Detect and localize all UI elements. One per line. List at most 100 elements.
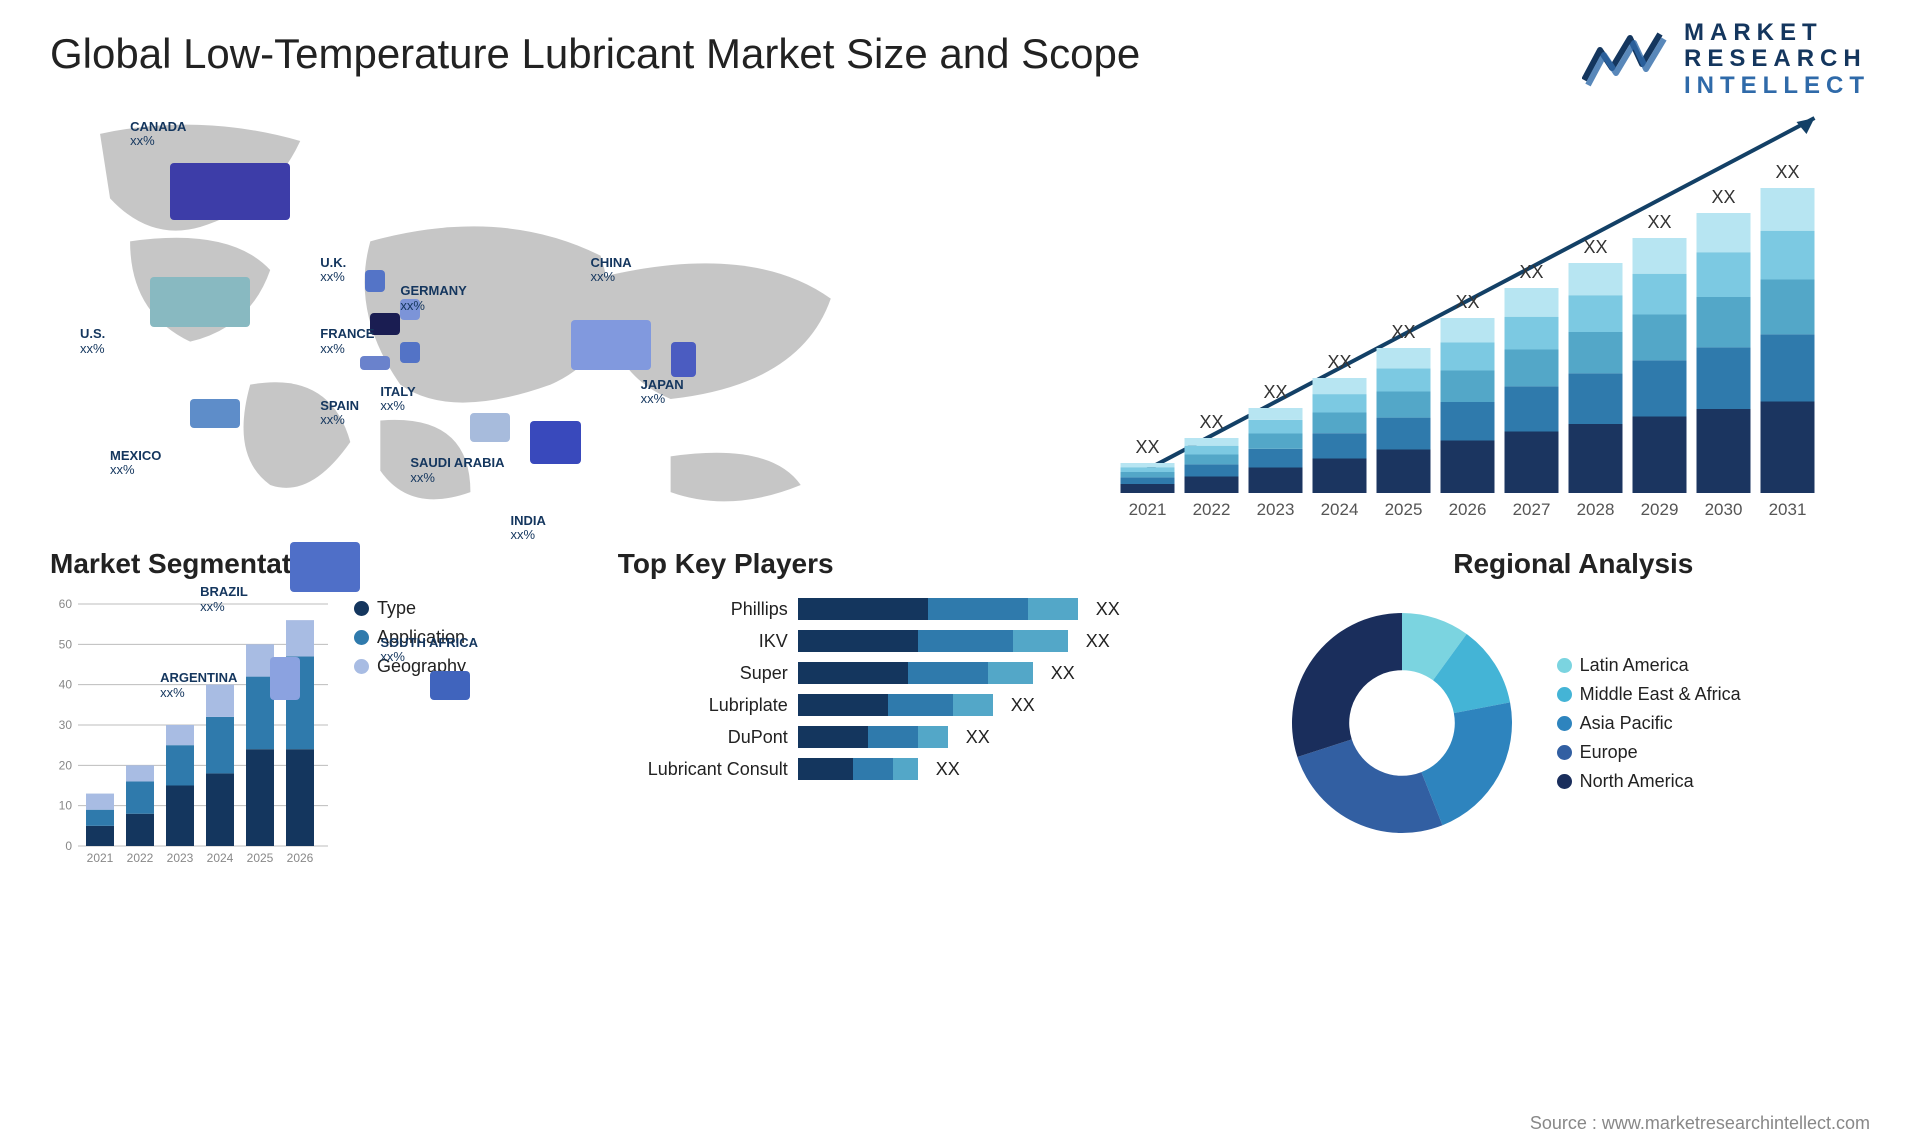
regional-title: Regional Analysis <box>1277 548 1870 580</box>
regional-legend-item: Europe <box>1557 742 1741 763</box>
keyplayer-label: DuPont <box>618 727 788 748</box>
map-label-china: CHINAxx% <box>591 256 632 285</box>
segmentation-bar-segment <box>126 781 154 813</box>
keyplayer-segment <box>953 694 993 716</box>
segmentation-bar-segment <box>166 725 194 745</box>
growth-bar-value: XX <box>1775 162 1799 182</box>
growth-bar-segment <box>1121 463 1175 467</box>
growth-bar-segment <box>1441 441 1495 494</box>
map-country-argentina <box>270 657 300 700</box>
keyplayer-bar <box>798 758 918 780</box>
keyplayer-segment <box>1028 598 1078 620</box>
map-country-u-s- <box>150 277 250 327</box>
segmentation-panel: Market Segmentation 01020304050602021202… <box>50 548 578 918</box>
segmentation-bar-segment <box>206 773 234 846</box>
growth-bar-segment <box>1633 274 1687 315</box>
growth-bar-value: XX <box>1263 382 1287 402</box>
growth-bar-segment <box>1505 317 1559 350</box>
regional-panel: Regional Analysis Latin AmericaMiddle Ea… <box>1277 548 1870 918</box>
segmentation-bar-segment <box>126 765 154 781</box>
growth-bar-segment <box>1633 417 1687 494</box>
growth-bar-segment <box>1761 334 1815 401</box>
segmentation-bar-segment <box>86 794 114 810</box>
map-label-brazil: BRAZILxx% <box>200 585 248 614</box>
svg-text:40: 40 <box>59 678 73 692</box>
svg-text:30: 30 <box>59 718 73 732</box>
svg-text:0: 0 <box>65 839 72 853</box>
growth-bar-segment <box>1185 477 1239 494</box>
keyplayer-row: PhillipsXX <box>618 598 1237 620</box>
map-label-italy: ITALYxx% <box>380 385 415 414</box>
growth-bar-year: 2031 <box>1769 500 1807 519</box>
keyplayer-segment <box>888 694 953 716</box>
growth-bar-segment <box>1313 413 1367 434</box>
svg-text:60: 60 <box>59 598 73 611</box>
growth-bar-value: XX <box>1583 237 1607 257</box>
growth-bar-year: 2026 <box>1449 500 1487 519</box>
growth-bar-segment <box>1697 409 1751 493</box>
growth-bar-segment <box>1377 348 1431 368</box>
growth-bar-value: XX <box>1327 352 1351 372</box>
growth-bar-segment <box>1313 378 1367 394</box>
growth-bar-segment <box>1185 438 1239 446</box>
growth-bar-year: 2029 <box>1641 500 1679 519</box>
keyplayer-row: IKVXX <box>618 630 1237 652</box>
map-country-u-k- <box>365 270 385 292</box>
keyplayer-segment <box>798 598 928 620</box>
keyplayer-segment <box>798 726 868 748</box>
keyplayer-segment <box>853 758 893 780</box>
logo-text-1: MARKET <box>1684 20 1870 46</box>
map-label-france: FRANCExx% <box>320 327 374 356</box>
growth-bar-segment <box>1121 484 1175 493</box>
growth-bar-segment <box>1313 394 1367 412</box>
regional-donut <box>1277 598 1527 848</box>
map-label-saudi-arabia: SAUDI ARABIAxx% <box>410 456 504 485</box>
map-country-canada <box>170 163 290 220</box>
logo-icon <box>1582 30 1672 90</box>
map-label-spain: SPAINxx% <box>320 399 359 428</box>
keyplayer-value: XX <box>966 727 990 748</box>
segmentation-bar-segment <box>86 810 114 826</box>
segmentation-bar-segment <box>206 717 234 773</box>
map-country-spain <box>360 356 390 370</box>
brand-logo: MARKET RESEARCH INTELLECT <box>1582 20 1870 99</box>
keyplayer-bar <box>798 598 1078 620</box>
growth-bar-segment <box>1569 424 1623 493</box>
map-label-canada: CANADAxx% <box>130 120 186 149</box>
map-country-japan <box>671 342 696 378</box>
growth-bar-value: XX <box>1135 437 1159 457</box>
keyplayer-segment <box>928 598 1028 620</box>
keyplayer-bar <box>798 662 1033 684</box>
map-label-india: INDIAxx% <box>510 514 545 543</box>
growth-bar-segment <box>1441 318 1495 343</box>
growth-bar-segment <box>1249 420 1303 434</box>
growth-bar-segment <box>1313 433 1367 458</box>
map-label-argentina: ARGENTINAxx% <box>160 671 237 700</box>
growth-bar-year: 2025 <box>1385 500 1423 519</box>
regional-legend-item: North America <box>1557 771 1741 792</box>
growth-bar-segment <box>1377 418 1431 450</box>
keyplayer-segment <box>988 662 1033 684</box>
segmentation-bar-segment <box>286 749 314 846</box>
growth-bar-segment <box>1441 343 1495 371</box>
growth-bar-segment <box>1505 288 1559 317</box>
growth-bar-segment <box>1761 402 1815 494</box>
growth-bar-segment <box>1121 477 1175 484</box>
growth-bar-segment <box>1185 446 1239 455</box>
svg-text:2022: 2022 <box>127 851 154 865</box>
keyplayer-segment <box>798 694 888 716</box>
keyplayer-label: Super <box>618 663 788 684</box>
keyplayer-label: IKV <box>618 631 788 652</box>
segmentation-bar-segment <box>86 826 114 846</box>
keyplayer-segment <box>868 726 918 748</box>
map-label-u-k-: U.K.xx% <box>320 256 346 285</box>
growth-bar-segment <box>1633 315 1687 361</box>
growth-bar-segment <box>1377 368 1431 391</box>
keyplayer-segment <box>918 630 1013 652</box>
growth-bar-segment <box>1697 252 1751 297</box>
keyplayer-segment <box>1013 630 1068 652</box>
segmentation-legend-item: Type <box>354 598 466 619</box>
keyplayer-label: Lubricant Consult <box>618 759 788 780</box>
growth-bar-segment <box>1697 347 1751 409</box>
growth-bar-segment <box>1569 332 1623 373</box>
